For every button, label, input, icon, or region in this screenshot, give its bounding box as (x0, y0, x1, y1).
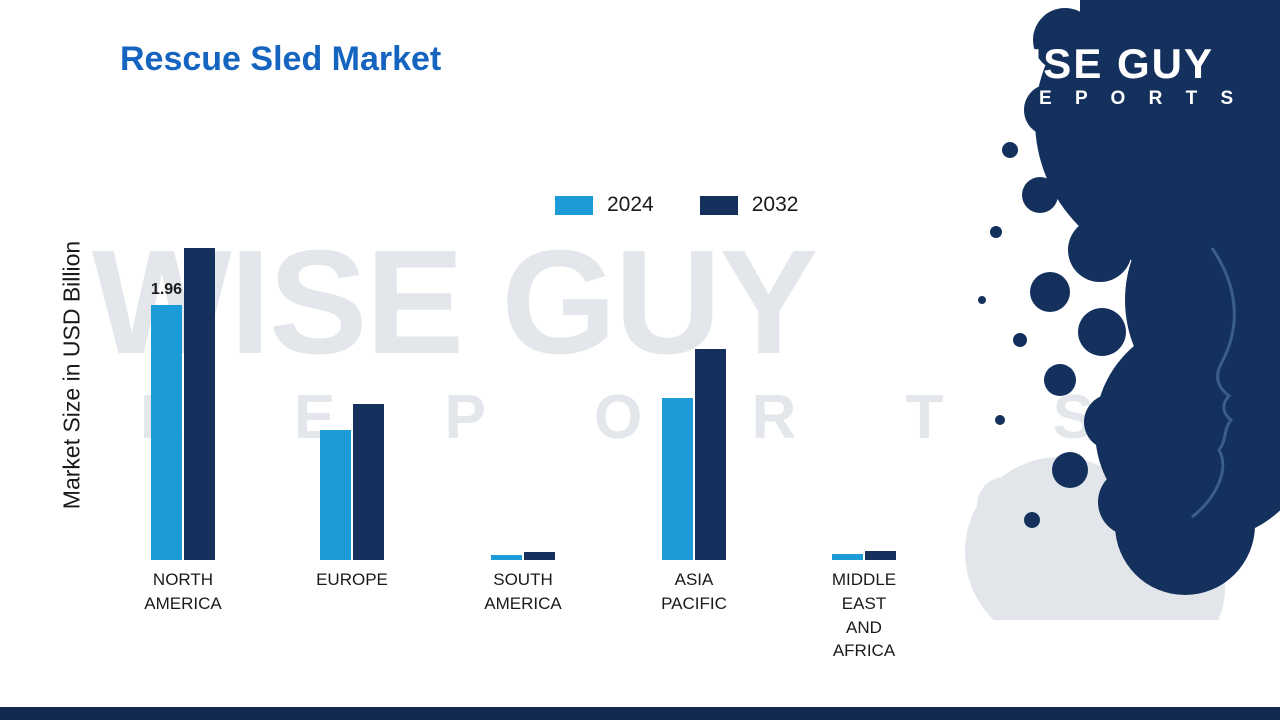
bar-2032-south-america (524, 552, 555, 560)
bar-2024-europe (320, 430, 351, 560)
bar-2024-north-america: 1.96 (151, 281, 182, 560)
legend-swatch-2032 (699, 195, 738, 215)
bar-2032-europe (353, 404, 384, 560)
bar-2032-asia-pacific (695, 349, 726, 560)
bar-2024-middle-east-and-africa (832, 553, 863, 560)
bar-group-middle-east-and-africa: MIDDLE EAST AND AFRICA (831, 222, 897, 660)
bar-chart: 1.96 NORTH AMERICA EUROPE SOUTH AMERICA ASIA… (110, 222, 910, 660)
logo-reports: R E P O R T S (1002, 88, 1243, 109)
footer-bar (0, 707, 1280, 720)
bar-2032-north-america (184, 248, 215, 560)
bar-2024-south-america (491, 554, 522, 560)
bar-2024-asia-pacific (662, 397, 693, 560)
bar-2032-middle-east-and-africa (865, 550, 896, 560)
legend-label-2032: 2032 (751, 193, 799, 216)
page-title: Rescue Sled Market (120, 40, 442, 78)
category-label-middle-east-and-africa: MIDDLE EAST AND AFRICA (831, 570, 897, 661)
bar-group-asia-pacific: ASIA PACIFIC (661, 222, 727, 613)
watermark-reports: R E P O R T S (140, 383, 1140, 452)
chart-legend: 2024 2032 (555, 193, 798, 217)
category-label-north-america: NORTH AMERICA (144, 570, 222, 613)
category-label-south-america: SOUTH AMERICA (484, 570, 562, 613)
face-profile-line (1191, 247, 1236, 519)
bar-group-north-america: 1.96 NORTH AMERICA (144, 222, 222, 613)
y-axis-label: Market Size in USD Billion (58, 240, 85, 510)
bar-value-label: 1.96 (150, 281, 183, 299)
logo-wordmark: WISE GUY (988, 40, 1215, 87)
category-label-asia-pacific: ASIA PACIFIC (661, 570, 727, 613)
category-label-europe: EUROPE (316, 570, 388, 589)
legend-item-2024: 2024 (555, 193, 654, 217)
brand-graphic (965, 0, 1280, 620)
bar-group-europe: EUROPE (316, 222, 388, 589)
legend-label-2024: 2024 (607, 193, 654, 216)
legend-item-2032: 2032 (699, 193, 799, 217)
bar-group-south-america: SOUTH AMERICA (484, 222, 562, 613)
legend-swatch-2024 (555, 195, 593, 215)
face-silhouette-navy (978, 0, 1280, 595)
